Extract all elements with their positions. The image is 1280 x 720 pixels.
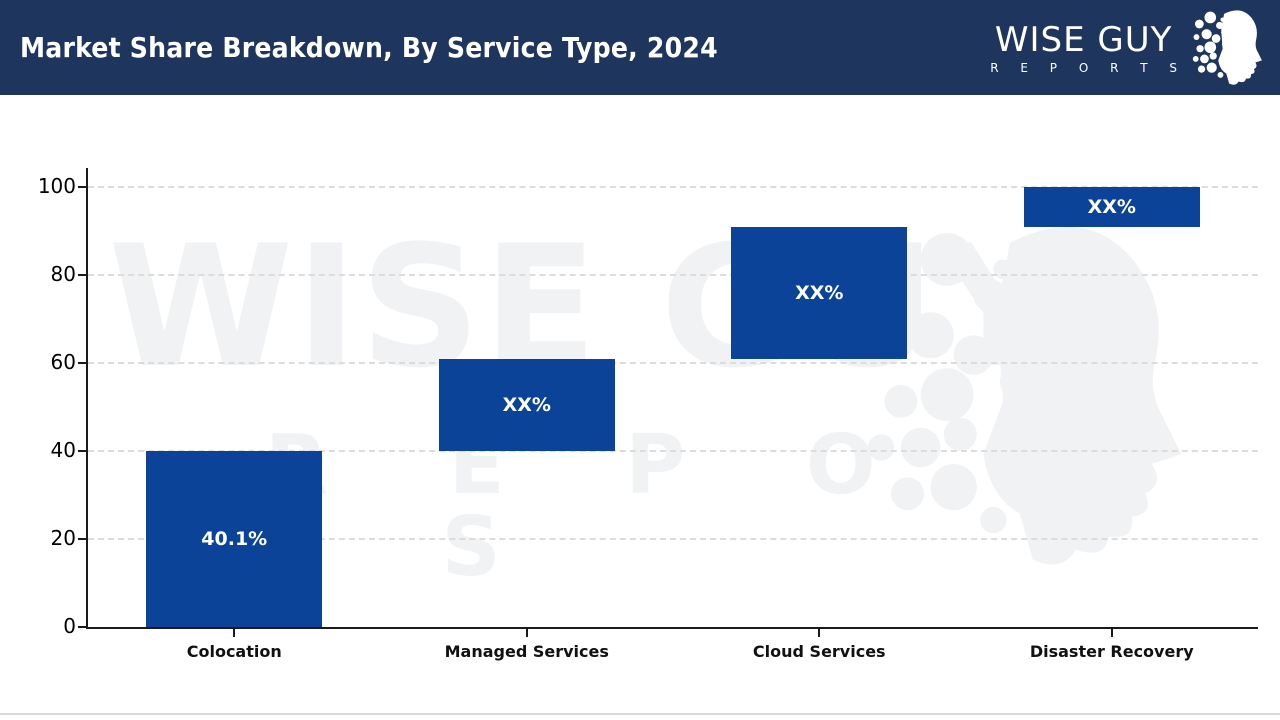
y-axis-line <box>86 168 88 629</box>
y-tick-mark-80 <box>78 274 86 276</box>
page-title: Market Share Breakdown, By Service Type,… <box>20 31 718 64</box>
x-category-label-1: Managed Services <box>444 642 609 661</box>
x-axis-line <box>86 627 1258 629</box>
y-tick-label-100: 100 <box>37 174 76 198</box>
logo-subtext: R E P O R T S <box>990 60 1186 75</box>
bar-value-label: 40.1% <box>201 527 268 550</box>
x-category-label-2: Cloud Services <box>752 642 886 661</box>
y-tick-mark-0 <box>78 626 86 628</box>
x-tick-mark-0 <box>233 629 236 637</box>
x-category-label-0: Colocation <box>186 642 282 661</box>
bar-colocation: 40.1% <box>146 450 323 627</box>
x-category-label-3: Disaster Recovery <box>1029 642 1194 661</box>
y-tick-label-60: 60 <box>50 350 76 374</box>
y-tick-label-80: 80 <box>50 262 76 286</box>
y-tick-label-20: 20 <box>50 526 76 550</box>
watermark-head-icon <box>867 227 1182 565</box>
head-profile-logo-icon <box>1192 9 1262 85</box>
y-tick-label-40: 40 <box>50 438 76 462</box>
bar-value-label: XX% <box>795 281 844 304</box>
y-tick-mark-60 <box>78 362 86 364</box>
gridline-20 <box>88 538 1258 540</box>
wiseguy-logo: WISE GUY R E P O R T S <box>981 8 1266 88</box>
y-tick-mark-40 <box>78 450 86 452</box>
x-tick-mark-2 <box>818 629 821 637</box>
gridline-80 <box>88 274 1258 276</box>
bar-managed-services: XX% <box>438 358 615 451</box>
bar-value-label: XX% <box>502 393 551 416</box>
logo-wordmark: WISE GUY <box>994 19 1173 60</box>
x-tick-mark-1 <box>525 629 528 637</box>
bar-disaster-recovery: XX% <box>1023 187 1200 227</box>
y-tick-mark-100 <box>78 186 86 188</box>
gridline-60 <box>88 362 1258 364</box>
y-tick-label-0: 0 <box>63 614 76 638</box>
gridline-100 <box>88 186 1258 188</box>
chart-area: WISE GUY R E P O R T S 0 20 40 60 80 100 40.1%… <box>0 95 1280 720</box>
gridline-40 <box>88 450 1258 452</box>
x-tick-mark-3 <box>1110 629 1113 637</box>
logo-text: WISE GUY R E P O R T S <box>981 23 1186 75</box>
header: Market Share Breakdown, By Service Type,… <box>0 0 1280 95</box>
bar-cloud-services: XX% <box>731 226 908 359</box>
bar-value-label: XX% <box>1087 195 1136 218</box>
y-tick-mark-20 <box>78 538 86 540</box>
bottom-divider <box>0 713 1280 715</box>
